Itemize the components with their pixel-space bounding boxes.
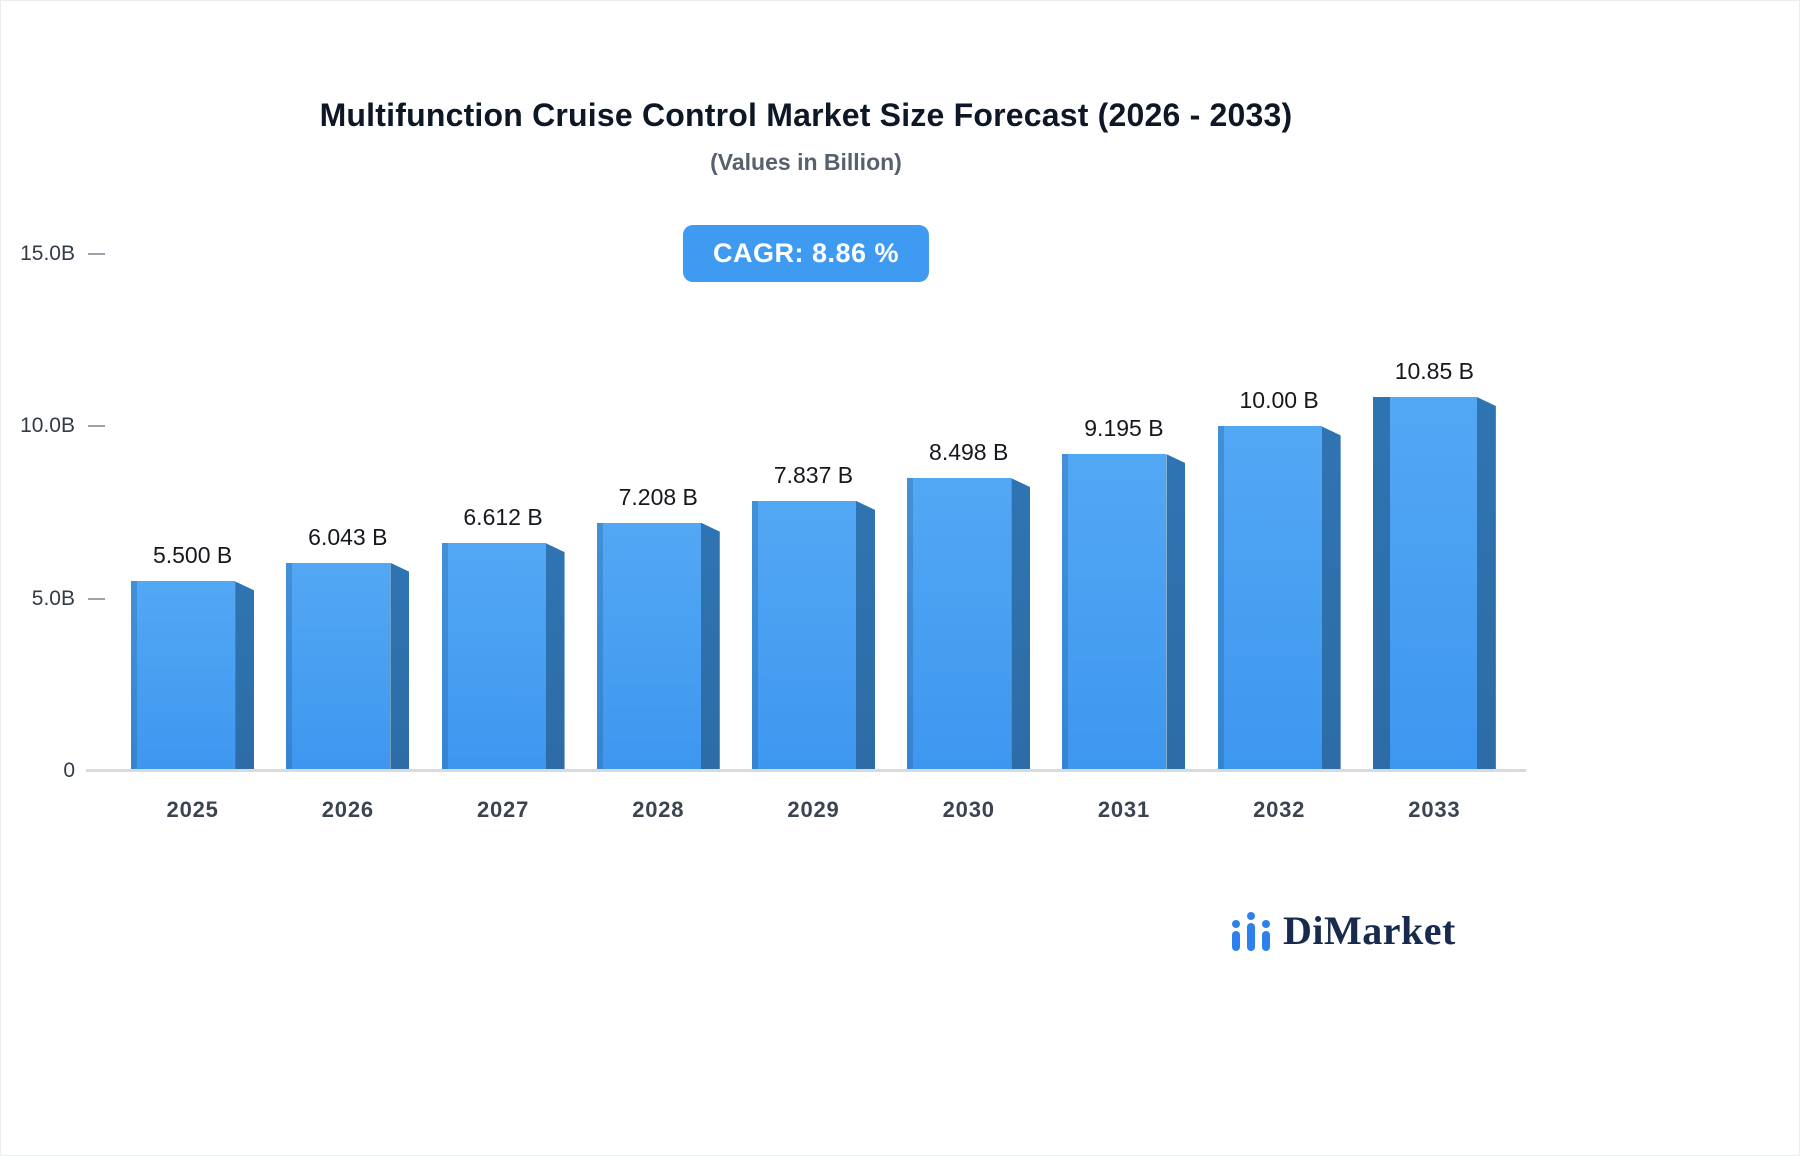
- x-axis-label: 2027: [476, 797, 530, 822]
- bar-side-face: [235, 581, 255, 771]
- y-axis-label: 5.0B: [31, 586, 75, 610]
- bars-container: 5.500 B 2025 6.043 B 2026 6.612 B 2027 7.208 B…: [111, 254, 1516, 822]
- brand-logo: DiMarket: [1229, 907, 1456, 954]
- brand-logo-text: DiMarket: [1283, 908, 1456, 953]
- bar-chart-icon: [1229, 910, 1273, 952]
- bar-group: 10.00 B 2032: [1217, 254, 1341, 822]
- x-axis-line: [86, 769, 1526, 772]
- bar-value-label: 9.195 B: [1084, 415, 1164, 442]
- bar-value-label: 10.85 B: [1394, 358, 1474, 384]
- bar-side-face: [390, 562, 410, 771]
- bar-face: [596, 522, 701, 772]
- x-axis-label: 2029: [787, 797, 840, 822]
- bar-group: 7.837 B 2029: [751, 254, 875, 822]
- bar-face: [1217, 426, 1322, 771]
- y-axis-tick: [88, 425, 105, 428]
- chart-subtitle: (Values in Billion): [710, 149, 902, 175]
- x-axis-label: 2028: [632, 797, 685, 822]
- x-axis-label: 2030: [942, 797, 995, 822]
- bar-value-label: 6.043 B: [308, 523, 388, 550]
- bar: [1372, 397, 1496, 771]
- bar-face: [286, 562, 391, 772]
- bar-side-face: [1476, 397, 1496, 771]
- bar: [907, 478, 1031, 771]
- bar-face: [1062, 454, 1167, 771]
- y-axis-label: 10.0B: [20, 414, 75, 438]
- y-axis-tick: [88, 253, 105, 255]
- bar-group: 6.612 B 2027: [441, 254, 565, 822]
- y-axis: 15.0B 10.0B 5.0B 0: [1, 242, 109, 782]
- bar-value-label: 5.500 B: [152, 542, 233, 569]
- bar-side-face: [1166, 454, 1186, 771]
- cagr-badge: CAGR: 8.86 %: [682, 225, 930, 282]
- bar-value-label: 6.612 B: [463, 504, 543, 531]
- bar-side-face: [1321, 426, 1341, 771]
- bar-face: [1372, 397, 1477, 771]
- x-axis-label: 2025: [166, 797, 219, 822]
- bar-value-label: 8.498 B: [929, 439, 1009, 466]
- bar-face: [751, 500, 856, 772]
- chart-title: Multifunction Cruise Control Market Size…: [319, 97, 1293, 133]
- bar-group: 9.195 B 2031: [1062, 254, 1186, 822]
- bar-side-face: [545, 543, 565, 771]
- bar-group: 7.208 B 2028: [596, 254, 720, 822]
- bar: [751, 500, 875, 772]
- bar: [286, 562, 410, 772]
- bar: [131, 581, 255, 771]
- x-axis-label: 2033: [1408, 797, 1461, 822]
- bar: [1217, 426, 1341, 771]
- bar: [596, 522, 720, 772]
- bar: [441, 543, 565, 771]
- bar-group: 8.498 B 2030: [907, 254, 1031, 822]
- bar-value-label: 7.837 B: [773, 461, 854, 488]
- bar-face: [907, 478, 1012, 771]
- bar-group: 5.500 B 2025: [131, 254, 255, 822]
- bar-side-face: [855, 500, 875, 771]
- y-axis-tick: [88, 597, 105, 600]
- x-axis-label: 2026: [321, 797, 374, 822]
- bar-side-face: [700, 522, 720, 771]
- bar-group: 6.043 B 2026: [286, 254, 410, 822]
- bar-value-label: 10.00 B: [1239, 387, 1319, 414]
- bar-value-label: 7.208 B: [618, 483, 698, 510]
- x-axis-label: 2031: [1097, 797, 1150, 822]
- bar: [1062, 454, 1186, 771]
- bar-side-face: [1011, 478, 1031, 771]
- x-axis-label: 2032: [1253, 797, 1306, 822]
- plot-area: 5.500 B 2025 6.043 B 2026 6.612 B 2027 7.208 B…: [111, 254, 1516, 822]
- bar-face: [441, 543, 546, 771]
- bar-face: [131, 581, 236, 771]
- y-axis-label: 0: [63, 759, 75, 782]
- bar-group: 10.85 B 2033: [1372, 254, 1496, 822]
- y-axis-label: 15.0B: [20, 242, 75, 265]
